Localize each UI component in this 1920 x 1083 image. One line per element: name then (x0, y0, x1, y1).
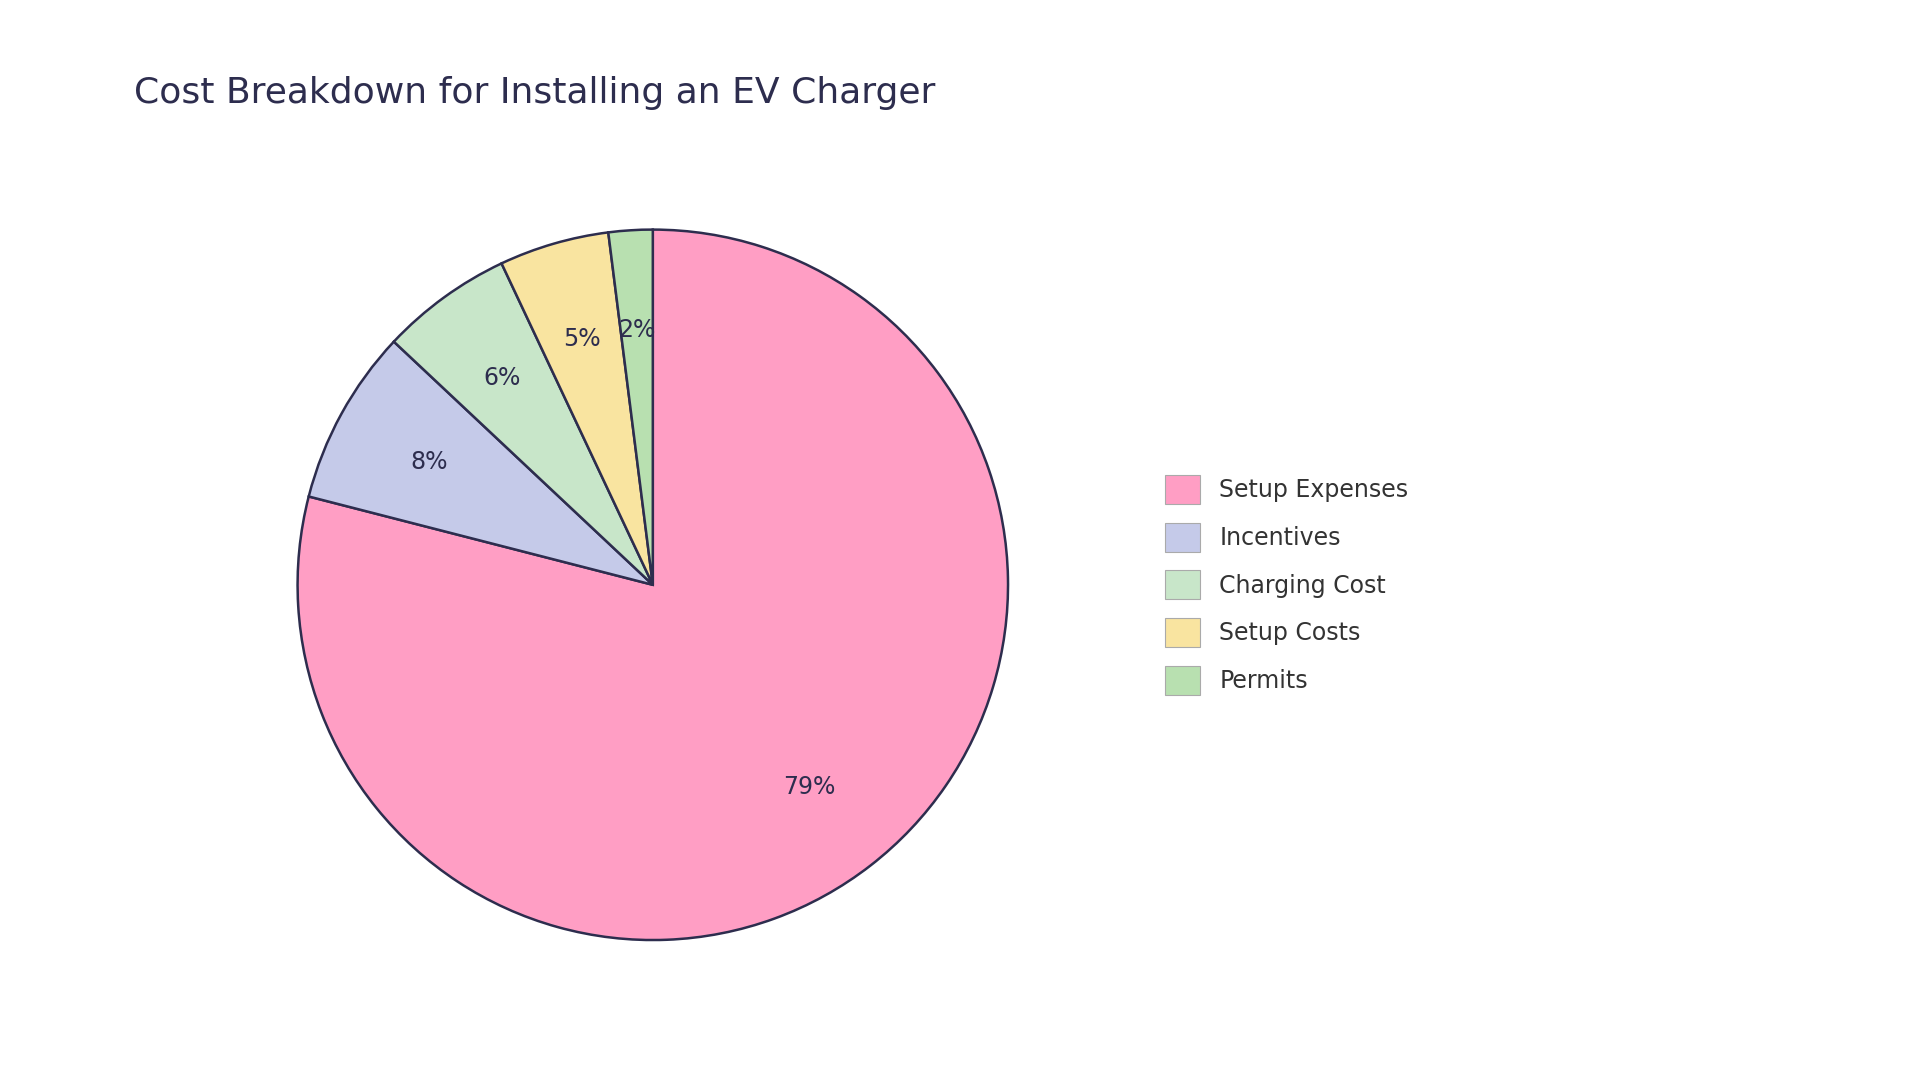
Wedge shape (298, 230, 1008, 940)
Text: 8%: 8% (411, 449, 447, 473)
Text: 79%: 79% (783, 775, 835, 799)
Text: Cost Breakdown for Installing an EV Charger: Cost Breakdown for Installing an EV Char… (134, 76, 935, 109)
Wedge shape (501, 233, 653, 585)
Text: 2%: 2% (618, 317, 655, 341)
Text: 6%: 6% (484, 366, 520, 390)
Wedge shape (609, 230, 653, 585)
Legend: Setup Expenses, Incentives, Charging Cost, Setup Costs, Permits: Setup Expenses, Incentives, Charging Cos… (1154, 464, 1421, 706)
Wedge shape (394, 263, 653, 585)
Wedge shape (309, 341, 653, 585)
Text: 5%: 5% (563, 327, 601, 351)
